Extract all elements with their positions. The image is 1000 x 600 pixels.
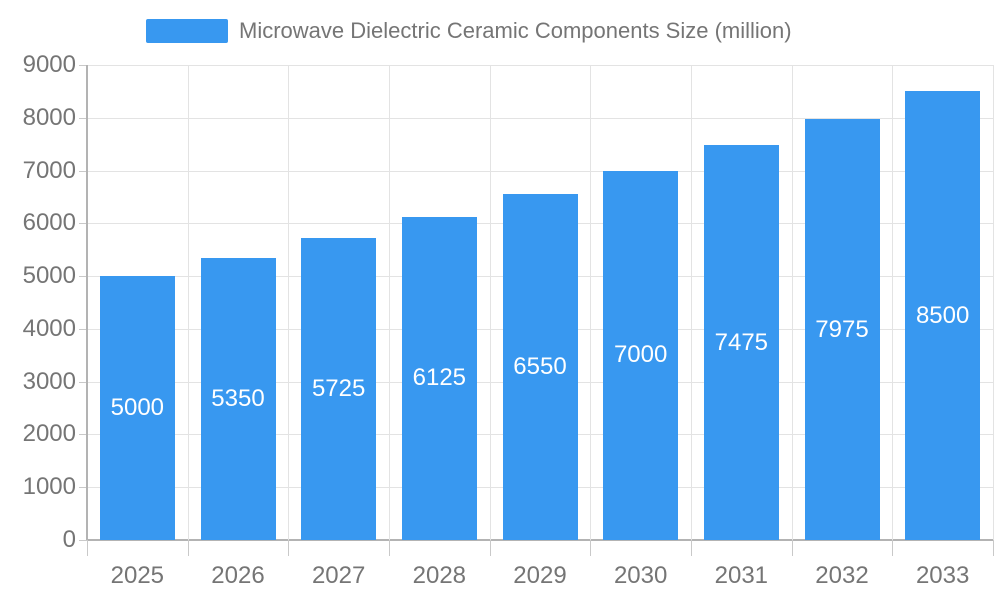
y-axis-label-5000: 5000 (22, 262, 76, 290)
gridline-x-3 (389, 65, 390, 540)
legend[interactable]: Microwave Dielectric Ceramic Components … (146, 18, 792, 44)
x-tick-1 (187, 540, 189, 556)
legend-swatch (146, 19, 228, 43)
bar-value-label-2028: 6125 (412, 364, 467, 392)
y-axis-label-1000: 1000 (22, 473, 76, 501)
y-axis-label-7000: 7000 (22, 156, 76, 184)
gridline-x-8 (892, 65, 894, 540)
y-axis-label-8000: 8000 (22, 103, 76, 131)
gridline-x-6 (691, 65, 692, 540)
y-tick-5000 (79, 276, 87, 278)
y-tick-6000 (79, 223, 87, 225)
x-axis-label-2030: 2030 (613, 562, 668, 589)
x-axis-label-2027: 2027 (311, 562, 366, 589)
x-tick-3 (389, 540, 390, 556)
x-axis-label-2025: 2025 (110, 562, 165, 589)
gridline-x-2 (288, 65, 290, 540)
bar-2028[interactable]: 6125 (401, 216, 477, 540)
gridline-y-7000 (87, 170, 993, 172)
bar-2029[interactable]: 6550 (502, 194, 578, 540)
x-tick-0 (87, 540, 88, 556)
legend-label: Microwave Dielectric Ceramic Components … (239, 18, 792, 43)
y-tick-8000 (79, 117, 87, 119)
bar-2030[interactable]: 7000 (603, 170, 679, 540)
bar-2031[interactable]: 7475 (703, 145, 779, 540)
y-tick-2000 (79, 434, 87, 436)
x-tick-8 (892, 540, 894, 556)
y-axis-label-6000: 6000 (22, 209, 76, 237)
bar-2025[interactable]: 5000 (99, 276, 175, 540)
x-axis-label-2033: 2033 (915, 562, 970, 589)
bar-value-label-2031: 7475 (714, 328, 769, 356)
y-tick-7000 (79, 170, 87, 172)
bar-value-label-2032: 7975 (815, 315, 869, 343)
y-axis-label-3000: 3000 (22, 367, 76, 395)
gridline-y-9000 (87, 65, 993, 66)
y-tick-3000 (79, 381, 87, 383)
y-axis-label-4000: 4000 (22, 314, 76, 342)
x-tick-2 (288, 540, 290, 556)
gridline-x-7 (791, 65, 793, 540)
x-axis-label-2029: 2029 (513, 562, 567, 589)
bar-value-label-2033: 8500 (915, 301, 970, 329)
gridline-y-8000 (87, 117, 993, 119)
bar-2032[interactable]: 7975 (804, 119, 880, 540)
bar-2033[interactable]: 8500 (905, 91, 981, 540)
bar-value-label-2027: 5725 (311, 374, 366, 402)
y-axis-label-9000: 9000 (22, 51, 76, 78)
y-axis-label-2000: 2000 (22, 420, 76, 448)
y-axis-line (86, 65, 88, 540)
x-tick-9 (993, 540, 994, 556)
gridline-x-4 (489, 65, 491, 540)
x-axis-line (87, 539, 993, 541)
bar-value-label-2026: 5350 (211, 384, 265, 412)
bar-value-label-2029: 6550 (513, 353, 567, 381)
gridline-x-5 (590, 65, 592, 540)
x-axis-label-2032: 2032 (815, 562, 869, 589)
bar-2027[interactable]: 5725 (301, 237, 377, 540)
y-tick-0 (79, 540, 87, 541)
y-axis-label-0: 0 (62, 526, 76, 553)
x-axis-label-2028: 2028 (412, 562, 467, 589)
bar-2026[interactable]: 5350 (200, 257, 276, 540)
gridline-x-1 (187, 65, 189, 540)
gridline-x-9 (993, 65, 994, 540)
y-tick-1000 (79, 487, 87, 489)
bar-value-label-2030: 7000 (613, 341, 668, 369)
x-tick-7 (791, 540, 793, 556)
x-tick-4 (489, 540, 491, 556)
x-tick-6 (691, 540, 692, 556)
x-axis-label-2026: 2026 (211, 562, 265, 589)
y-tick-4000 (79, 328, 87, 330)
y-tick-9000 (79, 65, 87, 66)
x-axis-label-2031: 2031 (714, 562, 769, 589)
bar-value-label-2025: 5000 (110, 394, 165, 422)
x-tick-5 (590, 540, 592, 556)
